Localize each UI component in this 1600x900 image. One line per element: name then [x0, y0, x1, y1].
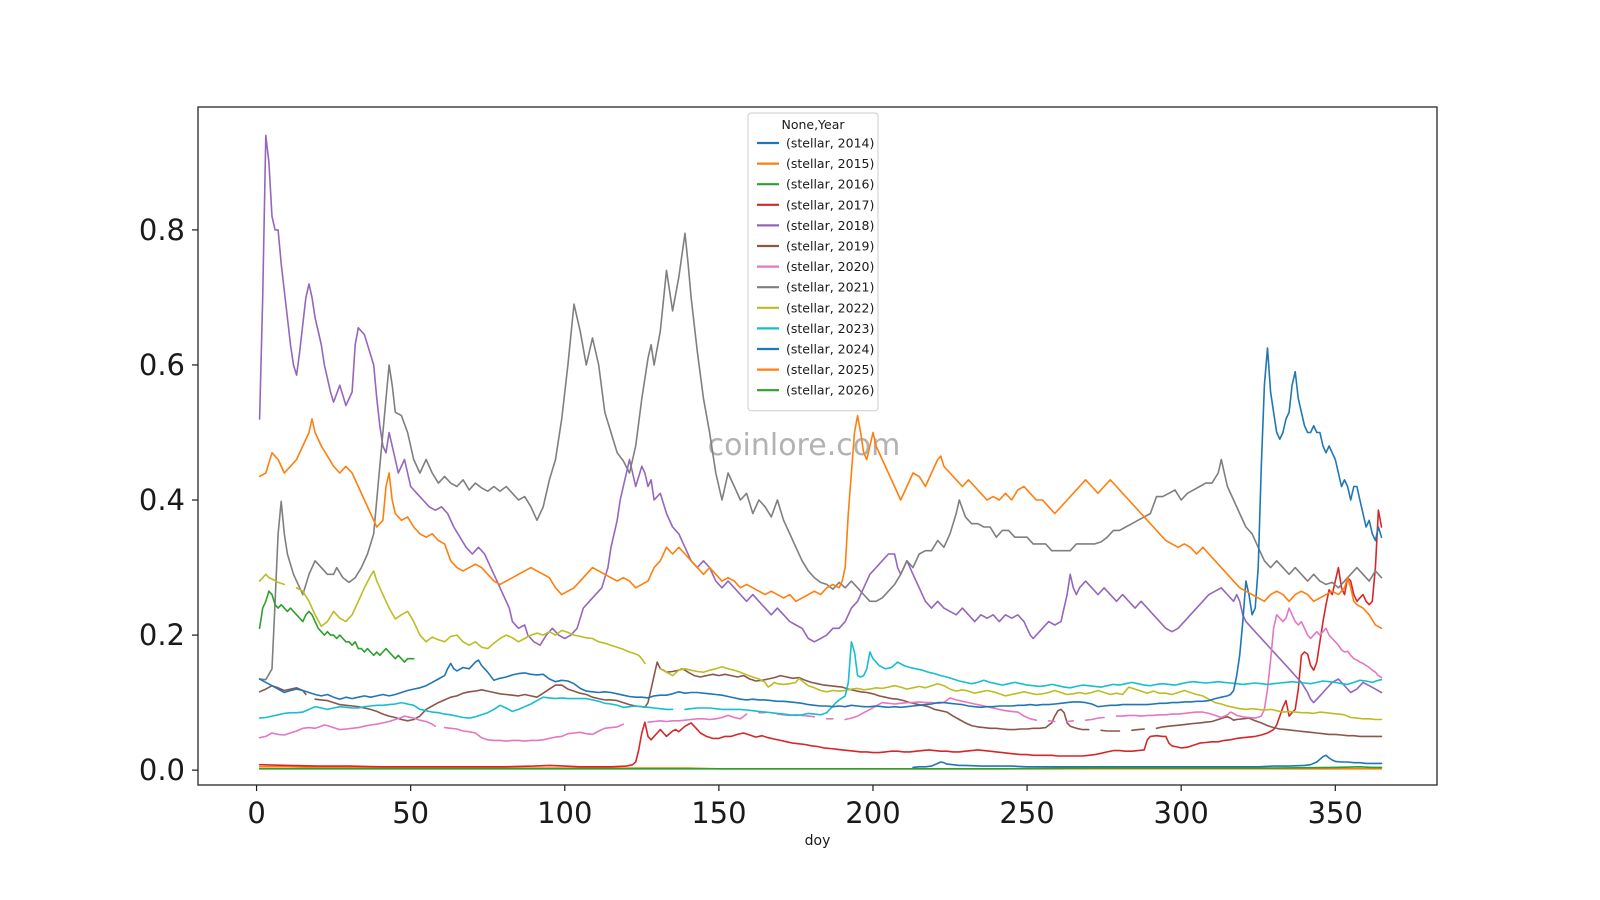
y-axis: 0.0 0.2 0.4 0.6 0.8 [139, 213, 198, 787]
y-tick-label: 0.6 [139, 348, 185, 382]
series-line-2020 [1066, 719, 1075, 723]
x-tick-label: 150 [691, 796, 746, 830]
legend-label: (stellar, 2015) [786, 156, 874, 171]
watermark-text: coinlore.com [708, 428, 901, 463]
legend-box [747, 112, 879, 412]
legend-item: (stellar, 2019) [757, 239, 874, 254]
legend-item: (stellar, 2015) [757, 156, 874, 171]
legend-label: (stellar, 2024) [786, 342, 874, 357]
x-tick-label: 100 [537, 796, 592, 830]
series-line-2021 [258, 232, 1383, 681]
legend-label: (stellar, 2025) [786, 362, 874, 377]
x-tick-label: 200 [845, 796, 900, 830]
x-tick-label: 350 [1308, 796, 1363, 830]
series-line-2014 [912, 754, 1383, 769]
series-line-2023 [684, 640, 1383, 717]
series-line-2026 [258, 590, 415, 663]
legend-title: None,Year [781, 117, 845, 132]
series-line-2020 [1084, 716, 1105, 722]
legend-label: (stellar, 2019) [786, 239, 874, 254]
series-line-2020 [647, 713, 748, 724]
series-line-2024 [258, 347, 1383, 709]
x-tick-label: 300 [1154, 796, 1209, 830]
legend-item: (stellar, 2018) [757, 218, 874, 233]
legend-label: (stellar, 2026) [786, 383, 874, 398]
x-tick-label: 0 [247, 796, 265, 830]
legend-label: (stellar, 2016) [786, 177, 874, 192]
legend-label: (stellar, 2020) [786, 259, 874, 274]
series-line-2020 [1047, 719, 1056, 723]
y-tick-label: 0.4 [139, 483, 185, 517]
series-line-2019 [1131, 728, 1145, 732]
legend-item: (stellar, 2021) [757, 280, 874, 295]
legend-item: (stellar, 2014) [757, 136, 874, 151]
series-line-2016 [258, 765, 1383, 770]
y-tick-label: 0.0 [139, 753, 185, 787]
series-line-2023 [258, 696, 674, 719]
series-line-2020 [258, 715, 437, 739]
series-line-2018 [258, 134, 1383, 704]
series-lines [258, 134, 1383, 770]
series-line-2020 [1115, 607, 1383, 719]
series-line-2022 [659, 665, 1383, 721]
legend-item: (stellar, 2024) [757, 342, 874, 357]
legend-label: (stellar, 2021) [786, 280, 874, 295]
legend-item: (stellar, 2022) [757, 300, 874, 315]
legend-label: (stellar, 2014) [786, 136, 874, 151]
x-tick-label: 250 [999, 796, 1054, 830]
series-line-2019 [1100, 729, 1121, 732]
legend-item: (stellar, 2025) [757, 362, 874, 377]
legend-label: (stellar, 2018) [786, 218, 874, 233]
legend-item: (stellar, 2026) [757, 383, 874, 398]
legend-label: (stellar, 2023) [786, 321, 874, 336]
x-axis-label: doy [805, 833, 831, 849]
series-line-2019 [1155, 715, 1383, 738]
x-axis: 0 50 100 150 200 250 300 350 [247, 785, 1363, 830]
series-line-2022 [295, 570, 646, 665]
series-line-2025 [258, 414, 1383, 630]
legend-label: (stellar, 2022) [786, 300, 874, 315]
legend: None,Year (stellar, 2014) (stellar, 2015) (… [747, 112, 879, 412]
legend-item: (stellar, 2020) [757, 259, 874, 274]
legend-item: (stellar, 2017) [757, 197, 874, 212]
series-line-2017 [258, 509, 1383, 768]
series-line-2020 [443, 723, 625, 742]
legend-label: (stellar, 2017) [786, 197, 874, 212]
legend-item: (stellar, 2016) [757, 177, 874, 192]
legend-item: (stellar, 2023) [757, 321, 874, 336]
series-line-2019 [314, 661, 1090, 731]
y-tick-label: 0.8 [139, 213, 185, 247]
x-tick-label: 50 [392, 796, 429, 830]
y-tick-label: 0.2 [139, 618, 185, 652]
series-line-2022 [258, 573, 286, 586]
axes-spines [197, 106, 1438, 786]
